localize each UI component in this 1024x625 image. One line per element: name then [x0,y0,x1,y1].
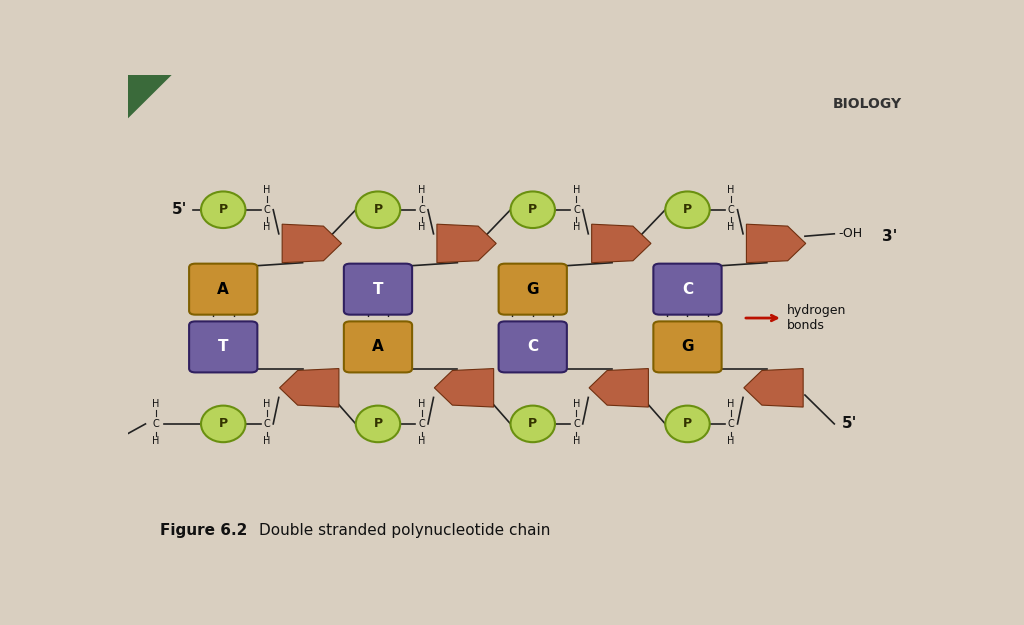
Ellipse shape [201,191,246,228]
Text: -OH: -OH [839,228,862,240]
Ellipse shape [201,406,246,442]
Text: Double stranded polynucleotide chain: Double stranded polynucleotide chain [259,523,550,538]
Text: H: H [263,222,270,232]
FancyBboxPatch shape [653,264,722,314]
Text: H: H [153,436,160,446]
Polygon shape [280,369,339,407]
Text: H: H [418,185,425,195]
Text: H: H [418,436,425,446]
FancyBboxPatch shape [499,321,567,372]
Ellipse shape [511,406,555,442]
Text: P: P [374,418,383,431]
Ellipse shape [666,406,710,442]
FancyBboxPatch shape [189,264,257,314]
Text: H: H [727,185,735,195]
Text: C: C [682,282,693,297]
Text: H: H [263,436,270,446]
Text: H: H [153,399,160,409]
Text: C: C [263,205,270,215]
Text: H: H [418,399,425,409]
Text: 3': 3' [882,229,897,244]
Polygon shape [743,369,803,407]
Text: A: A [217,282,229,297]
Text: H: H [418,222,425,232]
Ellipse shape [666,191,710,228]
Text: H: H [727,222,735,232]
Text: C: C [418,205,425,215]
Text: H: H [572,222,580,232]
Text: C: C [573,205,580,215]
Text: A: A [372,339,384,354]
FancyBboxPatch shape [653,321,722,372]
Text: P: P [528,418,538,431]
Text: H: H [572,185,580,195]
FancyBboxPatch shape [344,321,412,372]
Text: P: P [219,203,227,216]
Polygon shape [128,75,172,118]
Text: G: G [681,339,693,354]
Text: T: T [373,282,383,297]
FancyBboxPatch shape [499,264,567,314]
Ellipse shape [355,191,400,228]
Text: 5': 5' [172,202,187,217]
Text: C: C [263,419,270,429]
Text: H: H [263,399,270,409]
Text: C: C [728,419,734,429]
Text: BIOLOGY: BIOLOGY [833,97,902,111]
FancyBboxPatch shape [189,321,257,372]
Text: C: C [728,205,734,215]
Text: H: H [727,399,735,409]
Text: P: P [219,418,227,431]
Text: H: H [572,436,580,446]
Text: C: C [153,419,159,429]
Text: G: G [526,282,539,297]
Text: P: P [683,203,692,216]
Text: C: C [573,419,580,429]
Text: C: C [527,339,539,354]
Text: P: P [528,203,538,216]
Text: H: H [727,436,735,446]
Polygon shape [283,224,341,262]
Polygon shape [437,224,497,262]
Ellipse shape [511,191,555,228]
Polygon shape [592,224,651,262]
Text: T: T [218,339,228,354]
Text: H: H [263,185,270,195]
Text: 5': 5' [842,416,858,431]
Text: Figure 6.2: Figure 6.2 [160,523,247,538]
Text: P: P [374,203,383,216]
Text: hydrogen
bonds: hydrogen bonds [786,304,846,332]
Polygon shape [746,224,806,262]
Text: H: H [572,399,580,409]
Polygon shape [589,369,648,407]
Text: C: C [418,419,425,429]
Ellipse shape [355,406,400,442]
FancyBboxPatch shape [344,264,412,314]
Polygon shape [434,369,494,407]
Text: P: P [683,418,692,431]
